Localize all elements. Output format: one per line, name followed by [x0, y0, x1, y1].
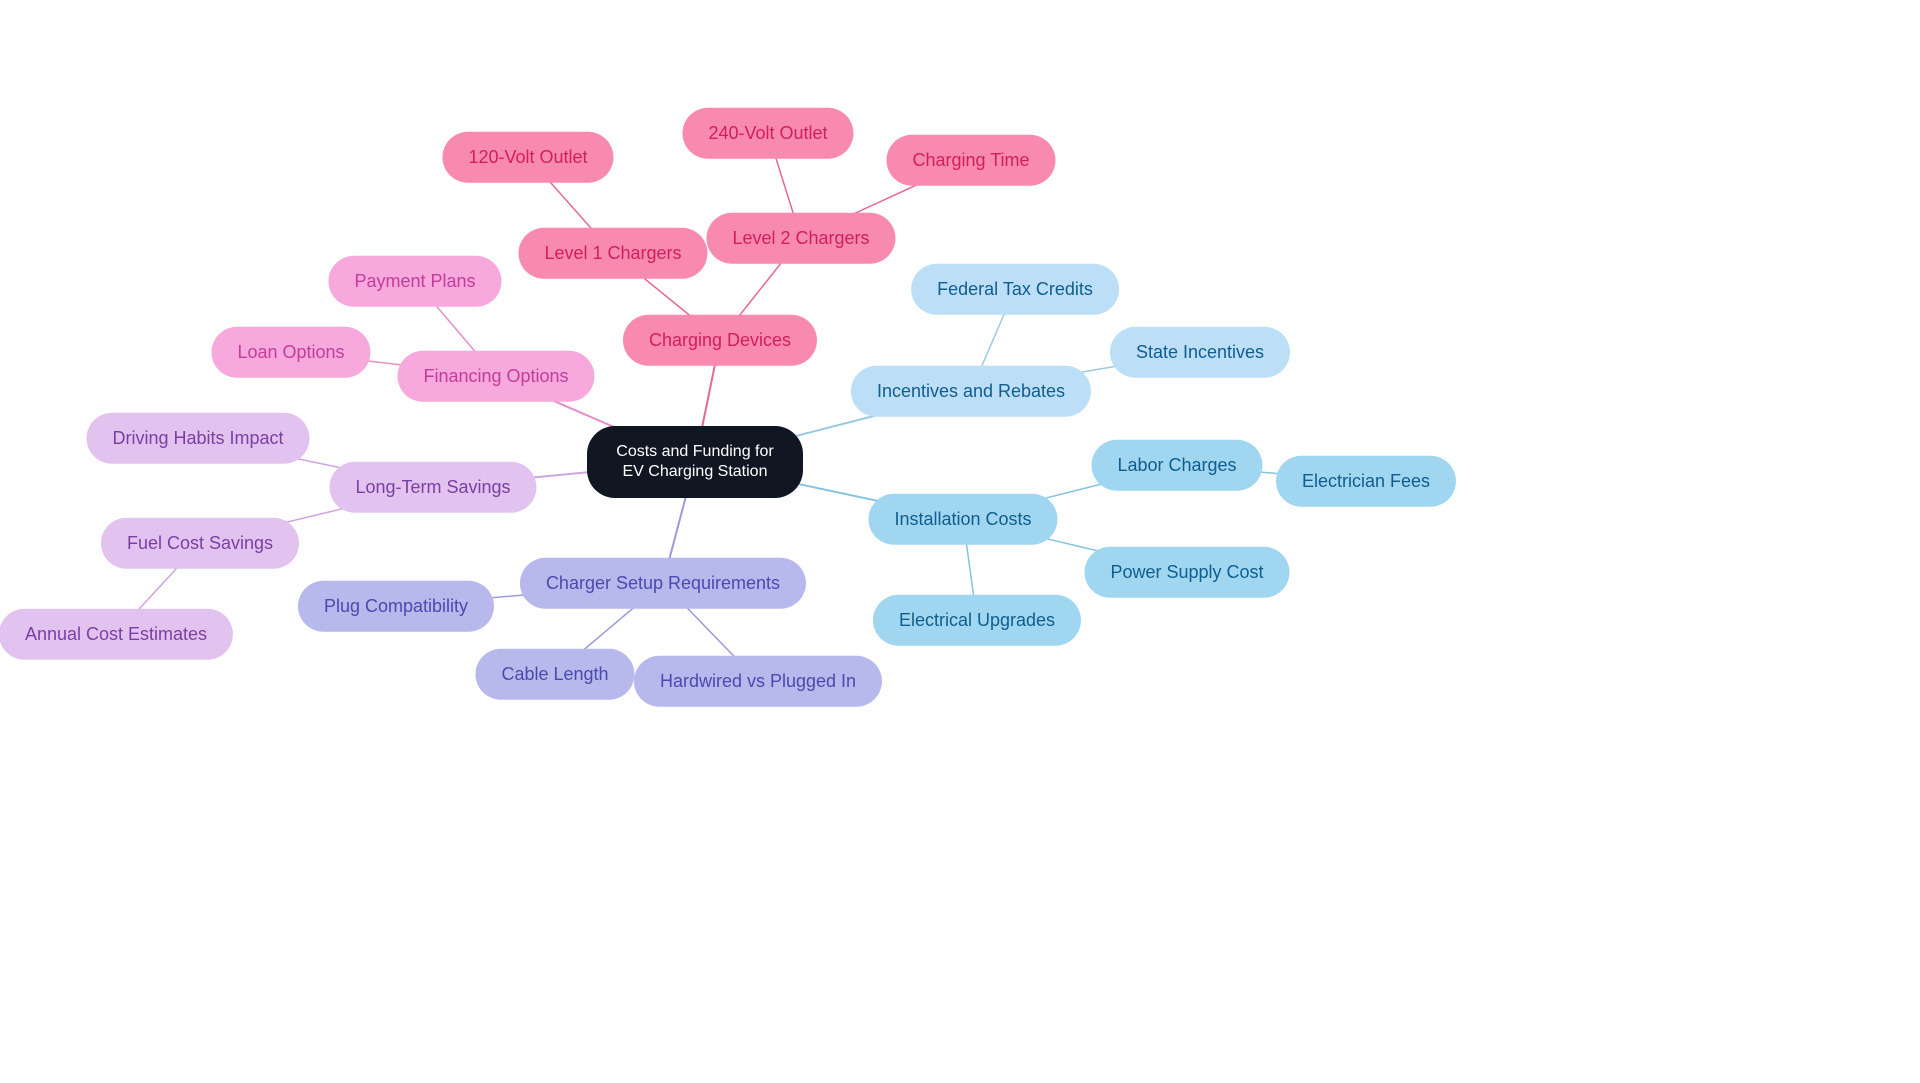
node-plug-compat[interactable]: Plug Compatibility — [298, 581, 494, 632]
node-level2[interactable]: Level 2 Chargers — [706, 213, 895, 264]
node-fed-credits[interactable]: Federal Tax Credits — [911, 264, 1119, 315]
node-driving-habits[interactable]: Driving Habits Impact — [86, 413, 309, 464]
node-labor[interactable]: Labor Charges — [1091, 440, 1262, 491]
node-financing[interactable]: Financing Options — [397, 351, 594, 402]
node-120v[interactable]: 120-Volt Outlet — [442, 132, 613, 183]
node-power-supply[interactable]: Power Supply Cost — [1084, 547, 1289, 598]
node-fuel-savings[interactable]: Fuel Cost Savings — [101, 518, 299, 569]
node-elec-fees[interactable]: Electrician Fees — [1276, 456, 1456, 507]
node-level1[interactable]: Level 1 Chargers — [518, 228, 707, 279]
node-240v[interactable]: 240-Volt Outlet — [682, 108, 853, 159]
node-loan-options[interactable]: Loan Options — [211, 327, 370, 378]
node-charging-devices[interactable]: Charging Devices — [623, 315, 817, 366]
mindmap-canvas: Costs and Funding for EV Charging Statio… — [0, 0, 1920, 1083]
node-install-costs[interactable]: Installation Costs — [868, 494, 1057, 545]
node-lt-savings[interactable]: Long-Term Savings — [329, 462, 536, 513]
node-setup-req[interactable]: Charger Setup Requirements — [520, 558, 806, 609]
node-cable-len[interactable]: Cable Length — [475, 649, 634, 700]
node-annual-est[interactable]: Annual Cost Estimates — [0, 609, 233, 660]
node-state-inc[interactable]: State Incentives — [1110, 327, 1290, 378]
node-hardwired[interactable]: Hardwired vs Plugged In — [634, 656, 882, 707]
node-incentives[interactable]: Incentives and Rebates — [851, 366, 1091, 417]
node-elec-upgrades[interactable]: Electrical Upgrades — [873, 595, 1081, 646]
node-payment-plans[interactable]: Payment Plans — [328, 256, 501, 307]
center-node[interactable]: Costs and Funding for EV Charging Statio… — [587, 426, 803, 498]
node-charge-time[interactable]: Charging Time — [886, 135, 1055, 186]
